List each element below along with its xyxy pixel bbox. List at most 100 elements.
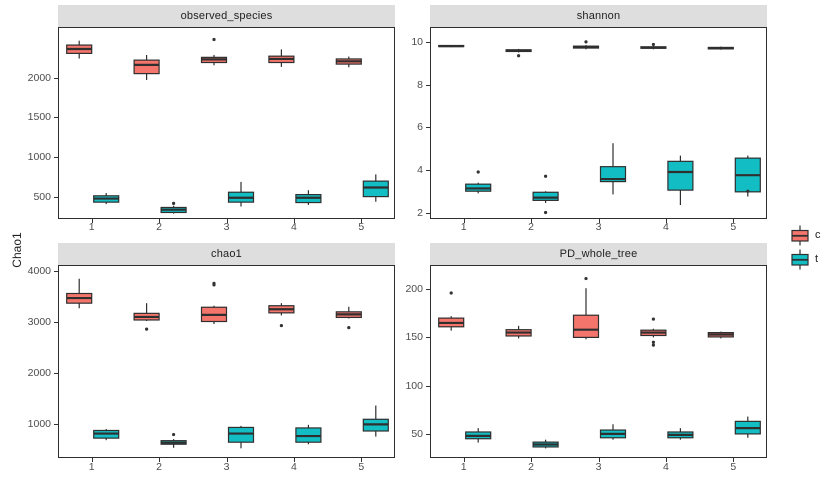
x-tick-label: 4 [662,221,669,233]
box-observed_species-g4-t [295,190,322,205]
box-shannon-g1-c [438,44,465,48]
box-PD_whole_tree-g3-c [572,276,600,340]
y-tick-mark [54,157,58,159]
x-tick-mark [293,219,295,223]
box-shannon-g5-c [707,46,734,50]
x-tick-mark [293,458,295,462]
y-tick-mark [426,41,430,43]
y-tick-label: 200 [405,283,423,296]
y-tick-label: 4000 [27,265,51,278]
x-tick-mark [361,458,363,462]
box-shannon-g2-c [505,48,532,58]
x-tick-label: 1 [460,461,467,473]
box-chao1-g1-c [66,278,93,309]
box-shannon-g1-t [465,170,492,194]
box-shannon-g4-c [640,42,667,50]
y-tick-label: 150 [405,331,423,344]
box-chao1-g2-c [133,303,160,331]
box-shannon-g4-t [667,155,694,206]
x-tick-label: 2 [528,461,535,473]
box-PD_whole_tree-g1-c [438,291,465,331]
y-tick-mark [426,84,430,86]
x-tick-mark [665,458,667,462]
x-tick-mark [361,219,363,223]
box-PD_whole_tree-g3-t [599,424,627,440]
x-tick-label: 2 [528,221,535,233]
x-tick-label: 4 [662,461,669,473]
legend: c t [789,223,821,271]
y-tick-label: 8 [417,78,423,91]
boxplot-canvas [66,37,389,214]
y-tick-mark [426,169,430,171]
facet-strip-observed_species: observed_species [58,5,395,27]
x-tick-label: 3 [223,221,230,233]
y-tick-label: 500 [33,190,51,203]
y-tick-label: 1000 [27,151,51,164]
plot-area-shannon [430,27,767,219]
box-observed_species-g1-t [93,193,120,205]
plot-area-PD_whole_tree [430,265,767,458]
x-tick-label: 3 [595,221,602,233]
y-tick-label: 100 [405,379,423,392]
box-observed_species-g3-t [227,181,255,207]
y-tick-mark [426,212,430,214]
facet-strip-PD_whole_tree: PD_whole_tree [430,243,767,265]
x-tick-mark [665,219,667,223]
facet-title: chao1 [211,248,242,260]
x-tick-mark [159,458,161,462]
box-PD_whole_tree-g5-c [707,331,734,339]
facet-title: PD_whole_tree [559,248,638,260]
box-observed_species-g2-c [133,54,160,80]
box-PD_whole_tree-g4-c [640,317,667,347]
box-shannon-g5-t [734,155,761,197]
y-tick-label: 3000 [27,316,51,329]
y-tick-mark [54,372,58,374]
boxplot-canvas [66,278,389,449]
plot-area-observed_species [58,27,395,219]
legend-entry-t: t [789,247,821,271]
x-tick-mark [733,458,735,462]
x-tick-mark [598,458,600,462]
facet-strip-chao1: chao1 [58,243,395,265]
x-tick-label: 3 [223,461,230,473]
box-observed_species-g5-t [362,174,389,202]
y-tick-mark [426,433,430,435]
y-tick-label: 2000 [27,71,51,84]
y-tick-mark [54,322,58,324]
y-tick-label: 50 [411,427,423,440]
box-PD_whole_tree-g2-t [532,439,559,449]
x-tick-label: 5 [358,221,365,233]
x-tick-label: 4 [290,221,297,233]
box-observed_species-g5-c [335,56,362,68]
x-tick-label: 5 [358,461,365,473]
y-tick-mark [426,385,430,387]
x-tick-mark [463,219,465,223]
box-shannon-g3-c [572,40,600,50]
facet-strip-shannon: shannon [430,5,767,27]
box-shannon-g3-t [599,143,627,195]
x-tick-label: 5 [730,461,737,473]
x-tick-mark [91,458,93,462]
x-tick-label: 1 [460,221,467,233]
x-tick-mark [531,458,533,462]
y-tick-label: 6 [417,121,423,134]
x-tick-mark [226,458,228,462]
box-chao1-g3-t [227,425,255,449]
box-chao1-g4-t [295,424,322,445]
x-tick-label: 2 [156,461,163,473]
y-tick-mark [54,196,58,198]
box-observed_species-g3-c [200,37,228,66]
y-tick-mark [54,117,58,119]
legend-entry-c: c [789,223,821,247]
legend-label-t: t [815,253,819,265]
y-tick-mark [54,423,58,425]
box-chao1-g4-c [268,303,295,328]
boxplot-canvas [438,276,761,449]
facet-title: shannon [576,10,621,22]
x-tick-label: 4 [290,461,297,473]
x-tick-mark [733,219,735,223]
y-tick-label: 10 [411,35,423,48]
y-tick-label: 4 [417,163,423,176]
y-tick-mark [426,127,430,129]
